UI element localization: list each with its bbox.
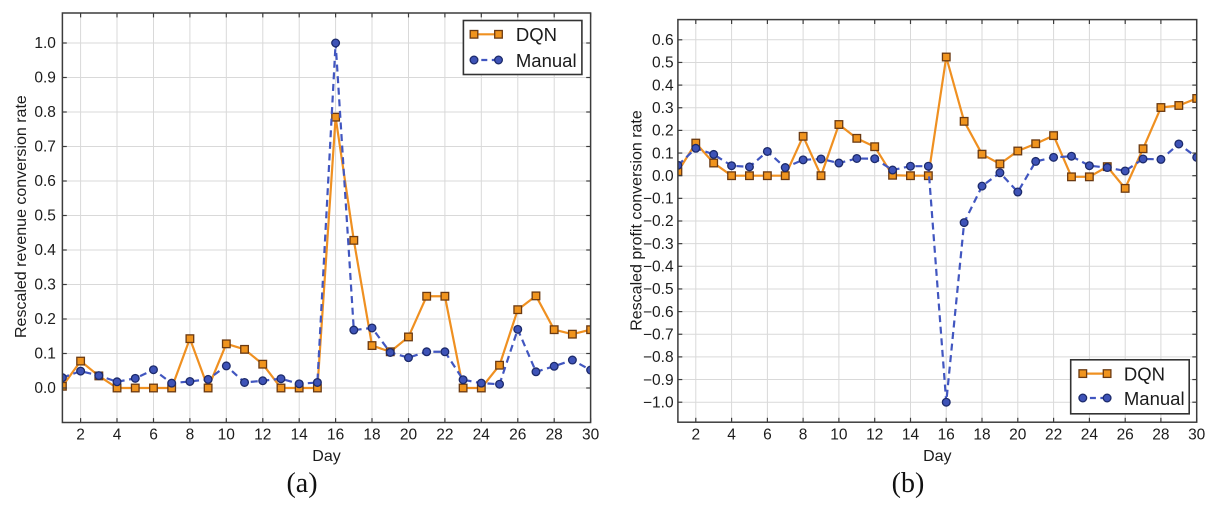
svg-text:0.2: 0.2 [34,311,56,328]
svg-text:−0.6: −0.6 [643,304,674,321]
svg-text:4: 4 [113,427,122,444]
svg-text:20: 20 [1009,427,1027,444]
svg-text:12: 12 [254,427,271,444]
svg-text:0.1: 0.1 [652,145,674,162]
svg-text:18: 18 [973,427,990,444]
svg-text:30: 30 [582,427,600,444]
svg-text:16: 16 [938,427,955,444]
svg-text:Day: Day [923,448,951,465]
svg-text:DQN: DQN [1124,363,1165,384]
svg-text:12: 12 [866,427,883,444]
svg-text:0.4: 0.4 [652,77,674,94]
svg-text:6: 6 [763,427,772,444]
svg-text:Manual: Manual [516,50,577,71]
svg-text:0.6: 0.6 [652,32,674,49]
svg-text:24: 24 [1081,427,1099,444]
svg-text:6: 6 [149,427,158,444]
svg-text:0.5: 0.5 [652,55,674,72]
svg-text:10: 10 [218,427,236,444]
svg-text:0.7: 0.7 [34,139,56,156]
svg-text:0.9: 0.9 [34,70,56,87]
svg-text:2: 2 [76,427,85,444]
svg-text:0.4: 0.4 [34,242,56,259]
svg-text:22: 22 [436,427,453,444]
svg-text:0.8: 0.8 [34,104,56,121]
svg-text:22: 22 [1045,427,1062,444]
svg-text:0.2: 0.2 [652,123,674,140]
svg-text:0.0: 0.0 [34,380,56,397]
svg-text:0.6: 0.6 [34,173,56,190]
svg-text:4: 4 [727,427,736,444]
svg-text:−0.5: −0.5 [643,281,674,298]
svg-text:0.3: 0.3 [652,100,674,117]
svg-text:26: 26 [1117,427,1134,444]
svg-text:−0.4: −0.4 [643,259,674,276]
svg-text:Manual: Manual [1124,388,1185,409]
svg-text:14: 14 [902,427,920,444]
svg-text:Rescaled revenue conversion ra: Rescaled revenue conversion rate [13,95,30,338]
svg-text:1.0: 1.0 [34,35,56,52]
svg-text:−0.7: −0.7 [643,326,674,343]
svg-text:28: 28 [546,427,563,444]
svg-text:0.0: 0.0 [652,168,674,185]
svg-text:24: 24 [473,427,491,444]
svg-text:30: 30 [1188,427,1206,444]
svg-text:28: 28 [1152,427,1169,444]
svg-text:0.5: 0.5 [34,208,56,225]
svg-text:−0.1: −0.1 [643,191,674,208]
svg-text:−0.9: −0.9 [643,372,674,389]
svg-text:10: 10 [830,427,848,444]
svg-text:18: 18 [363,427,380,444]
svg-text:0.3: 0.3 [34,277,56,294]
svg-text:Day: Day [312,448,340,465]
svg-text:14: 14 [291,427,309,444]
svg-text:2: 2 [691,427,700,444]
svg-text:20: 20 [400,427,418,444]
svg-text:26: 26 [509,427,526,444]
svg-text:−0.8: −0.8 [643,349,674,366]
svg-text:(b): (b) [892,468,925,499]
svg-text:8: 8 [186,427,195,444]
svg-text:(a): (a) [286,468,317,499]
svg-text:−0.3: −0.3 [643,236,674,253]
svg-text:16: 16 [327,427,344,444]
svg-text:DQN: DQN [516,24,557,45]
svg-text:−1.0: −1.0 [643,394,674,411]
svg-text:0.1: 0.1 [34,346,56,363]
svg-text:8: 8 [799,427,808,444]
svg-text:−0.2: −0.2 [643,213,674,230]
svg-text:Rescaled profit conversion rat: Rescaled profit conversion rate [629,110,646,331]
